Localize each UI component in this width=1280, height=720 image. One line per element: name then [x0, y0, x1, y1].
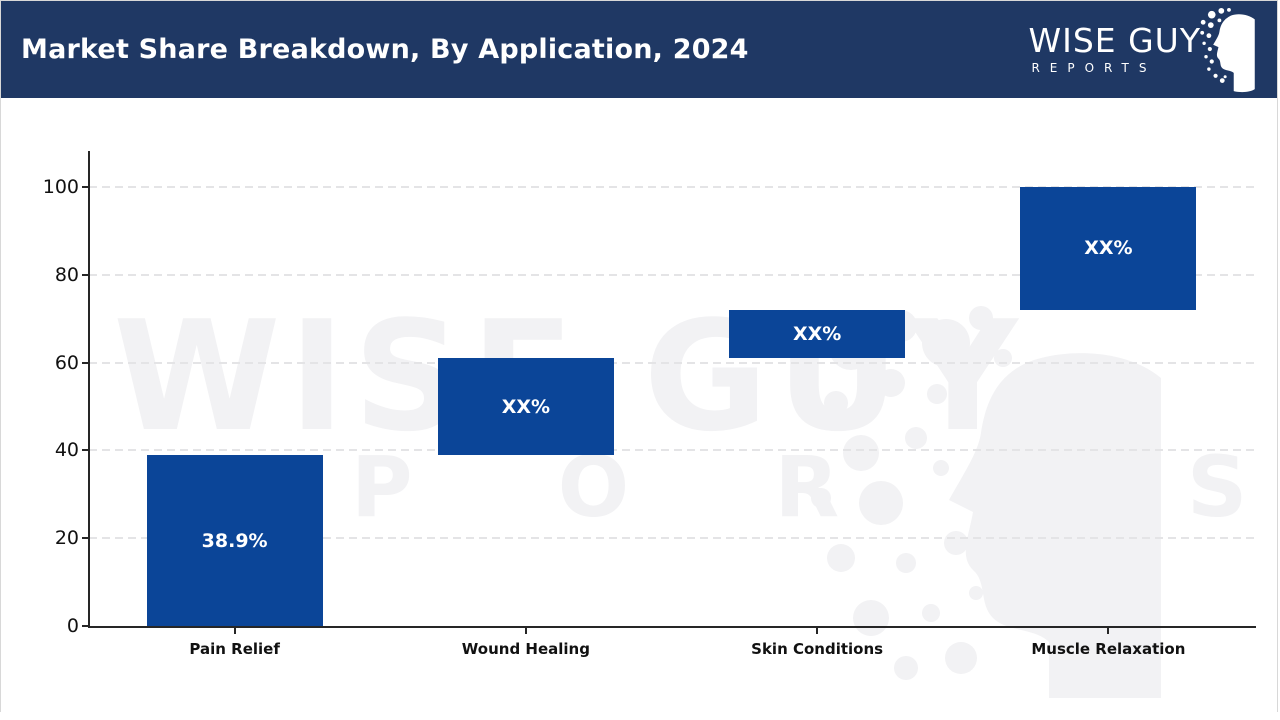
x-tick-mark: [524, 628, 527, 634]
logo-face-icon: [1200, 7, 1255, 92]
x-tick-mark: [1107, 628, 1110, 634]
wiseguy-logo: WISE GUY REPORTS: [1028, 7, 1259, 93]
y-tick-label: 40: [54, 439, 79, 462]
logo-text: WISE GUY REPORTS: [1028, 24, 1201, 75]
y-tick-mark: [82, 449, 89, 452]
bar-value-label: XX%: [501, 395, 551, 418]
x-axis-label: Pain Relief: [189, 640, 280, 658]
bar-pain-relief: 38.9%: [146, 455, 323, 626]
gridline: [89, 449, 1254, 452]
y-tick-mark: [82, 537, 89, 540]
y-tick-mark: [82, 273, 89, 276]
gridline: [89, 537, 1254, 540]
header: Market Share Breakdown, By Application, …: [1, 1, 1277, 98]
y-axis-spine: [88, 151, 90, 628]
y-tick-label: 60: [54, 351, 79, 374]
gridline: [89, 361, 1254, 364]
x-axis-label: Wound Healing: [461, 640, 590, 658]
y-tick-label: 100: [42, 176, 79, 198]
x-tick-mark: [233, 628, 236, 634]
y-tick-label: 20: [54, 527, 79, 550]
y-tick-mark: [82, 625, 89, 627]
bar-wound-healing: XX%: [437, 358, 614, 456]
y-tick-label: 0: [66, 615, 79, 637]
bar-muscle-relaxation: XX%: [1020, 187, 1197, 310]
logo-subtext: REPORTS: [1031, 61, 1157, 75]
x-axis-label: Skin Conditions: [751, 640, 884, 658]
page-title: Market Share Breakdown, By Application, …: [21, 34, 749, 65]
bar-value-label: XX%: [1084, 237, 1133, 260]
x-axis-spine: [88, 626, 1256, 628]
gridline: [89, 186, 1254, 188]
y-tick-mark: [82, 361, 89, 364]
logo-wordmark: WISE GUY: [1028, 21, 1201, 60]
chart-area: WISE GUY P O R T S 0 20 40 60 80 100 38.9% Pain…: [1, 98, 1277, 713]
x-tick-mark: [816, 628, 819, 634]
y-tick-label: 80: [54, 263, 79, 286]
gridline: [89, 273, 1254, 276]
watermark-dots-icon: [811, 306, 1161, 698]
bar-value-label: 38.9%: [201, 529, 268, 552]
bar-value-label: XX%: [792, 323, 842, 346]
bar-skin-conditions: XX%: [729, 309, 906, 359]
y-tick-mark: [82, 186, 89, 188]
x-axis-label: Muscle Relaxation: [1031, 640, 1186, 658]
